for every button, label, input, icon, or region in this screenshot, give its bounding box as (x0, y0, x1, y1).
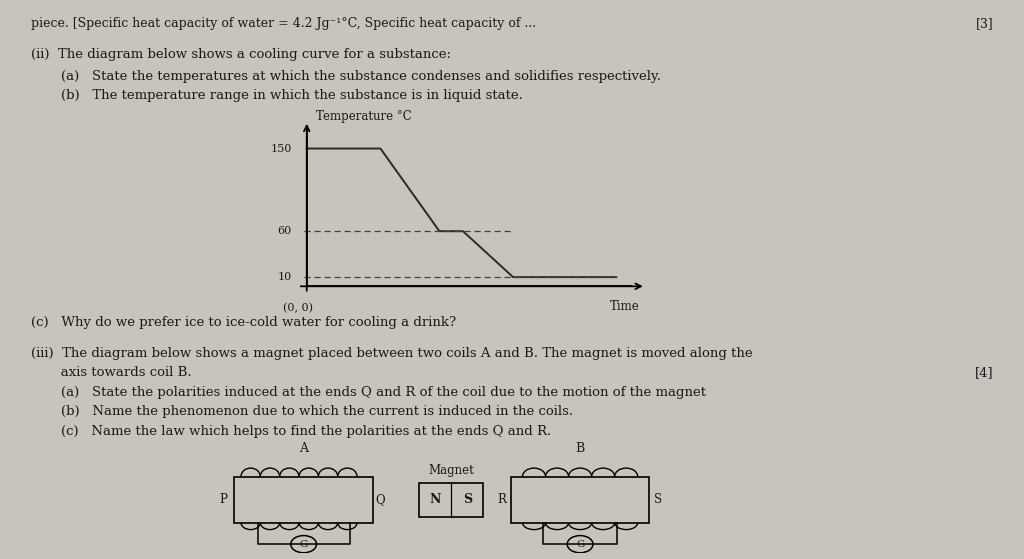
Text: Time: Time (610, 300, 640, 313)
Text: Magnet: Magnet (428, 463, 474, 476)
Text: (iii)  The diagram below shows a magnet placed between two coils A and B. The ma: (iii) The diagram below shows a magnet p… (31, 347, 753, 359)
Text: 10: 10 (278, 272, 292, 282)
Bar (511, 476, 649, 523)
Bar (419, 483, 483, 517)
Text: B: B (575, 442, 585, 455)
Text: 60: 60 (278, 226, 292, 236)
Text: (0, 0): (0, 0) (284, 303, 313, 313)
Text: G: G (299, 539, 308, 549)
Circle shape (291, 536, 316, 553)
Text: Temperature °C: Temperature °C (315, 110, 412, 123)
Text: 150: 150 (270, 144, 292, 154)
Text: (a)   State the temperatures at which the substance condenses and solidifies res: (a) State the temperatures at which the … (61, 70, 662, 83)
Text: (c)   Why do we prefer ice to ice-cold water for cooling a drink?: (c) Why do we prefer ice to ice-cold wat… (31, 316, 456, 329)
Text: [4]: [4] (975, 366, 993, 379)
Text: Q: Q (375, 493, 385, 506)
Text: (ii)  The diagram below shows a cooling curve for a substance:: (ii) The diagram below shows a cooling c… (31, 48, 451, 60)
Text: G: G (575, 539, 585, 549)
Text: axis towards coil B.: axis towards coil B. (31, 366, 191, 379)
Text: R: R (498, 493, 507, 506)
Text: (b)   Name the phenomenon due to which the current is induced in the coils.: (b) Name the phenomenon due to which the… (61, 405, 573, 418)
Text: (c)   Name the law which helps to find the polarities at the ends Q and R.: (c) Name the law which helps to find the… (61, 425, 552, 438)
Text: piece. [Specific heat capacity of water = 4.2 Jg⁻¹°C, Specific heat capacity of : piece. [Specific heat capacity of water … (31, 17, 536, 30)
Bar (234, 476, 373, 523)
Text: A: A (299, 442, 308, 455)
Text: N: N (429, 493, 440, 506)
Circle shape (567, 536, 593, 553)
Text: S: S (463, 493, 472, 506)
Text: P: P (220, 493, 227, 506)
Text: (a)   State the polarities induced at the ends Q and R of the coil due to the mo: (a) State the polarities induced at the … (61, 386, 707, 399)
Text: (b)   The temperature range in which the substance is in liquid state.: (b) The temperature range in which the s… (61, 89, 523, 102)
Text: S: S (654, 493, 662, 506)
Text: [3]: [3] (976, 17, 993, 30)
